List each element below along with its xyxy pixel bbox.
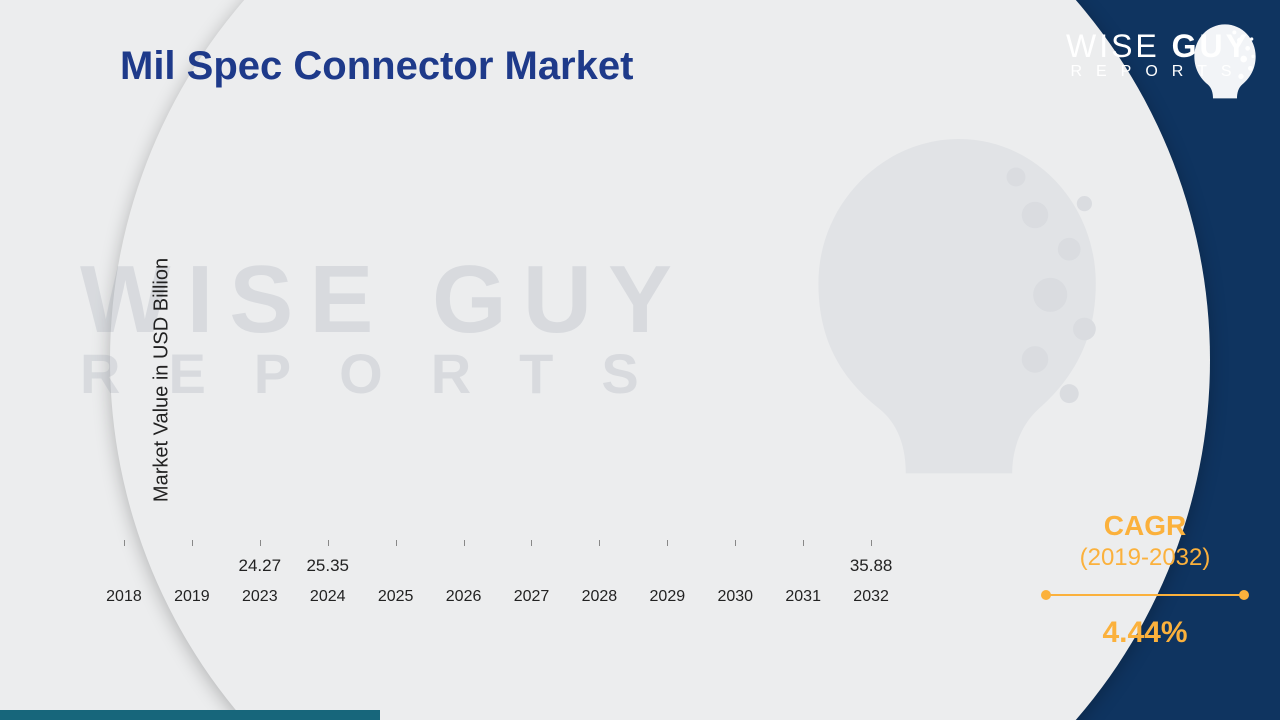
x-axis-label: 2025 — [371, 580, 421, 620]
x-axis-label: 2026 — [439, 580, 489, 620]
cagr-block: CAGR (2019-2032) 4.44% — [1045, 510, 1245, 650]
cagr-label: CAGR — [1045, 510, 1245, 542]
x-axis-label: 2032 — [846, 580, 896, 620]
plot-area: 24.2725.3535.88 — [95, 140, 900, 580]
x-axis-label: 2019 — [167, 580, 217, 620]
brand-name-part1: WISE — [1066, 28, 1160, 64]
bar-value-label: 25.35 — [268, 556, 388, 576]
x-axis-label: 2030 — [710, 580, 760, 620]
x-axis-label: 2031 — [778, 580, 828, 620]
brand-head-icon — [1190, 23, 1260, 103]
x-axis-label: 2023 — [235, 580, 285, 620]
bottom-accent-strip — [0, 710, 380, 720]
bar-value-label: 35.88 — [811, 556, 931, 576]
x-axis-label: 2027 — [507, 580, 557, 620]
bar-chart: Market Value in USD Billion 24.2725.3535… — [65, 140, 900, 620]
x-labels-container: 2018 2019 2023 2024 2025 2026 2027 2028 2029 2030… — [95, 580, 900, 620]
x-axis-label: 2018 — [99, 580, 149, 620]
bars-container: 24.2725.3535.88 — [95, 140, 900, 580]
x-axis-label: 2028 — [574, 580, 624, 620]
x-axis-label: 2029 — [642, 580, 692, 620]
cagr-range: (2019-2032) — [1045, 544, 1245, 572]
cagr-value: 4.44% — [1045, 616, 1245, 650]
cagr-divider — [1045, 594, 1245, 596]
x-axis-label: 2024 — [303, 580, 353, 620]
brand-logo: WISE GUY REPORTS — [1066, 28, 1250, 81]
chart-title: Mil Spec Connector Market — [120, 44, 633, 89]
